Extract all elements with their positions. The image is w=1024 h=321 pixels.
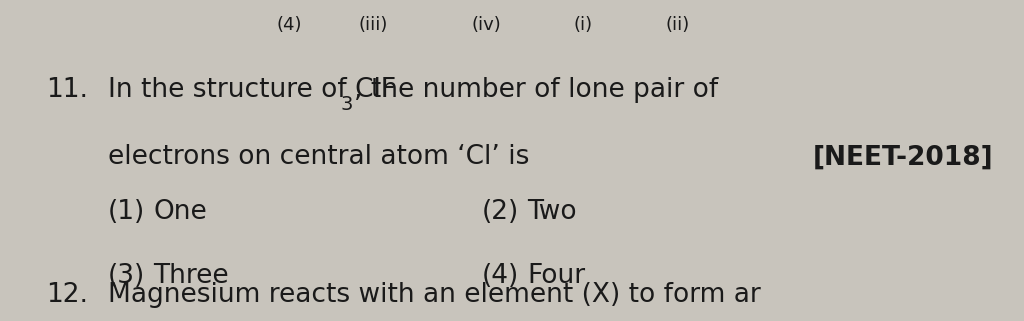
Text: Magnesium reacts with an element (X) to form ar: Magnesium reacts with an element (X) to … [108, 282, 760, 308]
Text: (4): (4) [276, 16, 302, 34]
Text: (2): (2) [481, 199, 518, 225]
Text: Two: Two [527, 199, 577, 225]
Text: (ii): (ii) [666, 16, 690, 34]
Text: (3): (3) [108, 263, 144, 289]
Text: (4): (4) [481, 263, 518, 289]
Text: (i): (i) [573, 16, 593, 34]
Text: In the structure of ClF: In the structure of ClF [108, 77, 395, 103]
Text: , the number of lone pair of: , the number of lone pair of [354, 77, 719, 103]
Text: electrons on central atom ‘Cl’ is: electrons on central atom ‘Cl’ is [108, 144, 528, 170]
Text: One: One [154, 199, 207, 225]
Text: (iii): (iii) [358, 16, 388, 34]
Text: Three: Three [154, 263, 229, 289]
Text: (1): (1) [108, 199, 144, 225]
Text: 12.: 12. [46, 282, 88, 308]
Text: Four: Four [527, 263, 586, 289]
Text: 3: 3 [341, 95, 353, 114]
Text: 11.: 11. [46, 77, 88, 103]
Text: (iv): (iv) [471, 16, 501, 34]
Text: [NEET-2018]: [NEET-2018] [813, 144, 993, 170]
